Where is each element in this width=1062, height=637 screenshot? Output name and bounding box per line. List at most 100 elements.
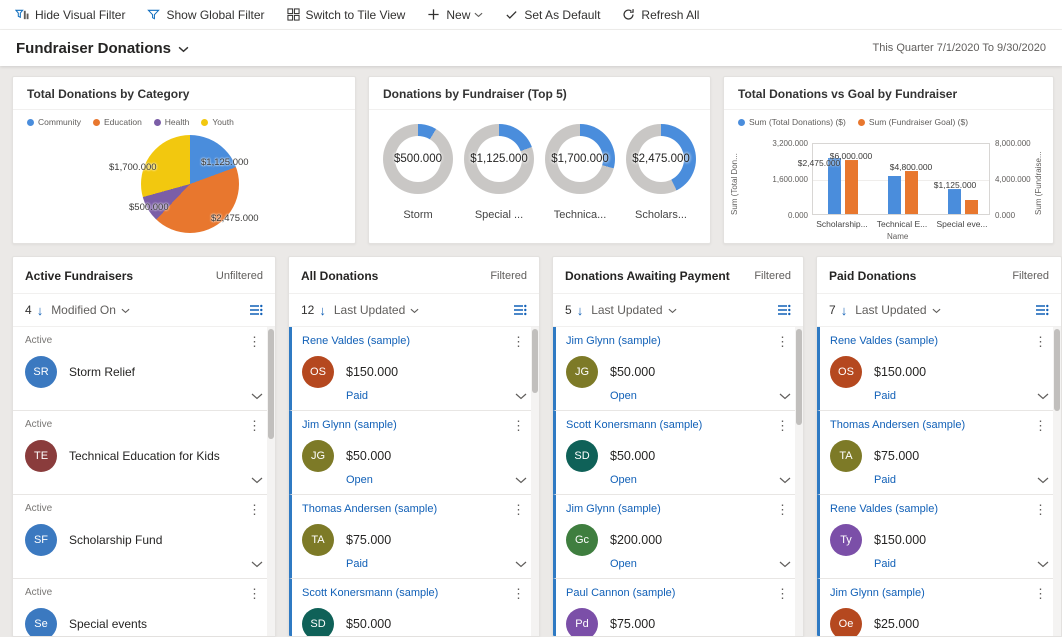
- donation-tile[interactable]: Scott Konersmann (sample) ⋮ SD $50.000 Open: [553, 411, 803, 495]
- fundraiser-tile[interactable]: Active ⋮ SF Scholarship Fund: [13, 495, 275, 579]
- record-link[interactable]: Scott Konersmann (sample): [302, 587, 439, 599]
- goal-bar[interactable]: [905, 171, 918, 214]
- fundraiser-donut[interactable]: $1,700.000: [545, 124, 615, 194]
- donation-bar[interactable]: [828, 158, 841, 214]
- donation-tile[interactable]: Jim Glynn (sample) ⋮ JG $50.000 Open: [289, 411, 539, 495]
- filter-state-label[interactable]: Filtered: [754, 270, 791, 282]
- fundraiser-tile[interactable]: Active ⋮ Se Special events: [13, 579, 275, 636]
- donation-bar[interactable]: [888, 176, 901, 214]
- sort-field-dropdown[interactable]: Last Updated: [855, 303, 941, 317]
- expand-chevron-icon[interactable]: [779, 561, 791, 568]
- donation-tile[interactable]: Jim Glynn (sample) ⋮ Gc $200.000 Open: [553, 495, 803, 579]
- record-link[interactable]: Paul Cannon (sample): [566, 587, 676, 599]
- filter-state-label[interactable]: Filtered: [490, 270, 527, 282]
- scrollbar-thumb[interactable]: [268, 329, 274, 439]
- kebab-menu-icon[interactable]: ⋮: [248, 418, 261, 433]
- command-hide-visual-filter[interactable]: Hide Visual Filter: [4, 0, 136, 29]
- kebab-menu-icon[interactable]: ⋮: [248, 502, 261, 517]
- kebab-menu-icon[interactable]: ⋮: [776, 586, 789, 601]
- scrollbar-thumb[interactable]: [1054, 329, 1060, 411]
- record-link[interactable]: Thomas Andersen (sample): [302, 503, 438, 515]
- kebab-menu-icon[interactable]: ⋮: [776, 502, 789, 517]
- expand-chevron-icon[interactable]: [779, 393, 791, 400]
- donation-bar[interactable]: [948, 189, 961, 214]
- donation-tile[interactable]: Paul Cannon (sample) ⋮ Pd $75.000: [553, 579, 803, 636]
- kebab-menu-icon[interactable]: ⋮: [248, 334, 261, 349]
- donation-tile[interactable]: Thomas Andersen (sample) ⋮ TA $75.000 Paid: [289, 495, 539, 579]
- fundraiser-tile[interactable]: Active ⋮ SR Storm Relief: [13, 327, 275, 411]
- dashboard-selector[interactable]: Fundraiser Donations: [16, 40, 189, 57]
- sort-field-dropdown[interactable]: Modified On: [51, 303, 130, 317]
- sort-descending-icon[interactable]: ↓: [840, 302, 848, 318]
- expand-chevron-icon[interactable]: [515, 393, 527, 400]
- filter-state-label[interactable]: Unfiltered: [215, 270, 263, 282]
- record-link[interactable]: Jim Glynn (sample): [302, 419, 397, 431]
- stream-list-icon[interactable]: [1035, 304, 1049, 316]
- expand-chevron-icon[interactable]: [251, 561, 263, 568]
- expand-chevron-icon[interactable]: [1037, 561, 1049, 568]
- kebab-menu-icon[interactable]: ⋮: [512, 502, 525, 517]
- expand-chevron-icon[interactable]: [515, 477, 527, 484]
- fundraiser-donut[interactable]: $2,475.000: [626, 124, 696, 194]
- command-show-global-filter[interactable]: Show Global Filter: [136, 0, 275, 29]
- sort-descending-icon[interactable]: ↓: [36, 302, 44, 318]
- sort-descending-icon[interactable]: ↓: [576, 302, 584, 318]
- donation-tile[interactable]: Jim Glynn (sample) ⋮ JG $50.000 Open: [553, 327, 803, 411]
- scrollbar-thumb[interactable]: [532, 329, 538, 393]
- command-switch-to-tile-view[interactable]: Switch to Tile View: [276, 0, 417, 29]
- sort-descending-icon[interactable]: ↓: [319, 302, 326, 318]
- goal-bar[interactable]: [845, 160, 858, 214]
- command-new[interactable]: New: [416, 0, 494, 29]
- expand-chevron-icon[interactable]: [779, 477, 791, 484]
- donation-tile[interactable]: Scott Konersmann (sample) ⋮ SD $50.000: [289, 579, 539, 636]
- kebab-menu-icon[interactable]: ⋮: [776, 418, 789, 433]
- kebab-menu-icon[interactable]: ⋮: [512, 418, 525, 433]
- command-refresh-all[interactable]: Refresh All: [611, 0, 710, 29]
- stream-list-icon[interactable]: [777, 304, 791, 316]
- record-link[interactable]: Scott Konersmann (sample): [566, 419, 703, 431]
- record-link[interactable]: Rene Valdes (sample): [830, 335, 939, 347]
- record-link[interactable]: Jim Glynn (sample): [566, 503, 661, 515]
- tile-header: Active ⋮: [25, 587, 263, 603]
- expand-chevron-icon[interactable]: [515, 561, 527, 568]
- kebab-menu-icon[interactable]: ⋮: [1034, 418, 1047, 433]
- kebab-menu-icon[interactable]: ⋮: [1034, 502, 1047, 517]
- kebab-menu-icon[interactable]: ⋮: [1034, 586, 1047, 601]
- donation-tile[interactable]: Jim Glynn (sample) ⋮ Oe $25.000: [817, 579, 1061, 636]
- expand-chevron-icon[interactable]: [251, 477, 263, 484]
- donation-tile[interactable]: Rene Valdes (sample) ⋮ Ty $150.000 Paid: [817, 495, 1061, 579]
- donation-tile[interactable]: Rene Valdes (sample) ⋮ OS $150.000 Paid: [817, 327, 1061, 411]
- expand-chevron-icon[interactable]: [251, 393, 263, 400]
- kebab-menu-icon[interactable]: ⋮: [776, 334, 789, 349]
- record-link[interactable]: Rene Valdes (sample): [302, 335, 411, 347]
- fundraiser-tile[interactable]: Active ⋮ TE Technical Education for Kids: [13, 411, 275, 495]
- tile-header: Active ⋮: [25, 419, 263, 435]
- scrollbar-thumb[interactable]: [796, 329, 802, 425]
- record-link[interactable]: Jim Glynn (sample): [830, 587, 925, 599]
- expand-chevron-icon[interactable]: [1037, 393, 1049, 400]
- expand-chevron-icon[interactable]: [1037, 477, 1049, 484]
- kebab-menu-icon[interactable]: ⋮: [248, 586, 261, 601]
- kebab-menu-icon[interactable]: ⋮: [1034, 334, 1047, 349]
- category-pie[interactable]: [141, 135, 239, 233]
- scrollbar[interactable]: [531, 327, 539, 636]
- donation-tile[interactable]: Thomas Andersen (sample) ⋮ TA $75.000 Paid: [817, 411, 1061, 495]
- kebab-menu-icon[interactable]: ⋮: [512, 586, 525, 601]
- sort-field-dropdown[interactable]: Last Updated: [591, 303, 677, 317]
- scrollbar[interactable]: [795, 327, 803, 636]
- kebab-menu-icon[interactable]: ⋮: [512, 334, 525, 349]
- record-link[interactable]: Rene Valdes (sample): [830, 503, 939, 515]
- sort-field-dropdown[interactable]: Last Updated: [334, 303, 419, 317]
- stream-list-icon[interactable]: [513, 304, 527, 316]
- command-set-as-default[interactable]: Set As Default: [494, 0, 611, 29]
- stream-list-icon[interactable]: [249, 304, 263, 316]
- record-link[interactable]: Jim Glynn (sample): [566, 335, 661, 347]
- fundraiser-donut[interactable]: $500.000: [383, 124, 453, 194]
- goal-bar[interactable]: [965, 200, 978, 214]
- scrollbar[interactable]: [1053, 327, 1061, 636]
- fundraiser-donut[interactable]: $1,125.000: [464, 124, 534, 194]
- scrollbar[interactable]: [267, 327, 275, 636]
- record-link[interactable]: Thomas Andersen (sample): [830, 419, 966, 431]
- filter-state-label[interactable]: Filtered: [1012, 270, 1049, 282]
- donation-tile[interactable]: Rene Valdes (sample) ⋮ OS $150.000 Paid: [289, 327, 539, 411]
